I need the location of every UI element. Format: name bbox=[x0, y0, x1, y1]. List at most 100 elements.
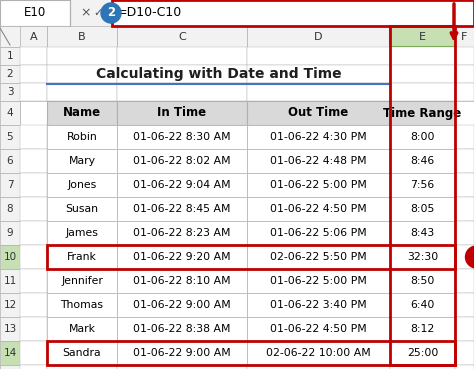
Text: 8: 8 bbox=[7, 204, 13, 214]
Text: 01-06-22 3:40 PM: 01-06-22 3:40 PM bbox=[270, 300, 367, 310]
Bar bbox=[247, 65, 390, 83]
Bar bbox=[117, 47, 247, 65]
Bar bbox=[47, 101, 117, 125]
Bar bbox=[247, 101, 390, 125]
Text: Thomas: Thomas bbox=[61, 300, 103, 310]
Text: E10: E10 bbox=[24, 7, 46, 20]
Text: Time Range: Time Range bbox=[383, 107, 462, 120]
Text: Out Time: Out Time bbox=[288, 107, 348, 120]
Bar bbox=[20, 83, 47, 101]
Text: 01-06-22 9:00 AM: 01-06-22 9:00 AM bbox=[133, 300, 231, 310]
Text: 7:56: 7:56 bbox=[410, 180, 435, 190]
Bar bbox=[117, 125, 247, 149]
Text: Susan: Susan bbox=[65, 204, 99, 214]
Text: 1: 1 bbox=[7, 51, 13, 61]
Bar bbox=[0, 0, 70, 26]
Bar bbox=[455, 317, 474, 341]
Text: 01-06-22 9:20 AM: 01-06-22 9:20 AM bbox=[133, 252, 231, 262]
Text: 14: 14 bbox=[3, 348, 17, 358]
Bar bbox=[455, 149, 474, 173]
Text: James: James bbox=[65, 228, 99, 238]
Text: Jennifer: Jennifer bbox=[61, 276, 103, 286]
Bar bbox=[117, 173, 247, 197]
Bar bbox=[0, 221, 20, 245]
Bar bbox=[20, 269, 47, 293]
Bar bbox=[47, 47, 117, 65]
Bar bbox=[117, 365, 247, 369]
Bar bbox=[47, 293, 117, 317]
Bar bbox=[117, 317, 247, 341]
Bar bbox=[47, 149, 117, 173]
Bar bbox=[390, 341, 455, 365]
Bar bbox=[247, 293, 390, 317]
Bar bbox=[117, 26, 247, 47]
Text: 2: 2 bbox=[7, 69, 13, 79]
Text: 01-06-22 8:10 AM: 01-06-22 8:10 AM bbox=[133, 276, 231, 286]
Bar bbox=[455, 26, 474, 47]
Text: Frank: Frank bbox=[67, 252, 97, 262]
Text: 01-06-22 4:48 PM: 01-06-22 4:48 PM bbox=[270, 156, 367, 166]
Text: 8:50: 8:50 bbox=[410, 276, 435, 286]
Bar bbox=[112, 0, 474, 26]
Text: 01-06-22 4:50 PM: 01-06-22 4:50 PM bbox=[270, 204, 367, 214]
Bar bbox=[47, 269, 117, 293]
Bar bbox=[47, 65, 117, 83]
Bar bbox=[47, 341, 455, 365]
Text: C: C bbox=[178, 31, 186, 41]
Text: 01-06-22 4:50 PM: 01-06-22 4:50 PM bbox=[270, 324, 367, 334]
Bar bbox=[455, 245, 474, 269]
Text: 11: 11 bbox=[3, 276, 17, 286]
Bar bbox=[117, 83, 247, 101]
Bar bbox=[247, 26, 390, 47]
Bar bbox=[47, 317, 117, 341]
Bar bbox=[0, 293, 20, 317]
Bar bbox=[117, 149, 247, 173]
Text: Mary: Mary bbox=[69, 156, 95, 166]
Bar bbox=[112, 0, 474, 26]
Text: 4: 4 bbox=[7, 108, 13, 118]
Text: In Time: In Time bbox=[157, 107, 207, 120]
Circle shape bbox=[101, 3, 121, 23]
Bar bbox=[390, 197, 455, 221]
Text: 01-06-22 4:30 PM: 01-06-22 4:30 PM bbox=[270, 132, 367, 142]
Bar bbox=[455, 65, 474, 83]
Text: Calculating with Date and Time: Calculating with Date and Time bbox=[96, 67, 341, 81]
Bar bbox=[117, 65, 247, 83]
Bar bbox=[247, 269, 390, 293]
Text: 02-06-22 10:00 AM: 02-06-22 10:00 AM bbox=[266, 348, 371, 358]
Bar bbox=[47, 83, 117, 101]
Text: 8:43: 8:43 bbox=[410, 228, 435, 238]
Bar bbox=[117, 293, 247, 317]
Text: 01-06-22 9:04 AM: 01-06-22 9:04 AM bbox=[133, 180, 231, 190]
Bar bbox=[117, 197, 247, 221]
Bar bbox=[0, 269, 20, 293]
Bar bbox=[47, 245, 455, 269]
Bar bbox=[390, 149, 455, 173]
Bar bbox=[0, 245, 20, 269]
Text: 6:40: 6:40 bbox=[410, 300, 435, 310]
Bar bbox=[455, 341, 474, 365]
Bar bbox=[455, 197, 474, 221]
Bar bbox=[117, 101, 247, 125]
Bar bbox=[20, 149, 47, 173]
Bar bbox=[455, 101, 474, 125]
Bar bbox=[390, 293, 455, 317]
Bar bbox=[390, 47, 455, 65]
Text: 9: 9 bbox=[7, 228, 13, 238]
Bar bbox=[247, 317, 390, 341]
Bar bbox=[390, 317, 455, 341]
Bar bbox=[247, 149, 390, 173]
Text: =D10-C10: =D10-C10 bbox=[117, 7, 182, 20]
Bar bbox=[0, 173, 20, 197]
Circle shape bbox=[465, 246, 474, 268]
Text: 7: 7 bbox=[7, 180, 13, 190]
Bar bbox=[47, 197, 117, 221]
Bar bbox=[455, 125, 474, 149]
Text: D: D bbox=[314, 31, 323, 41]
Bar bbox=[47, 245, 117, 269]
Bar bbox=[390, 221, 455, 245]
Bar bbox=[20, 47, 47, 65]
Bar bbox=[455, 365, 474, 369]
Bar bbox=[20, 65, 47, 83]
Text: B: B bbox=[78, 31, 86, 41]
